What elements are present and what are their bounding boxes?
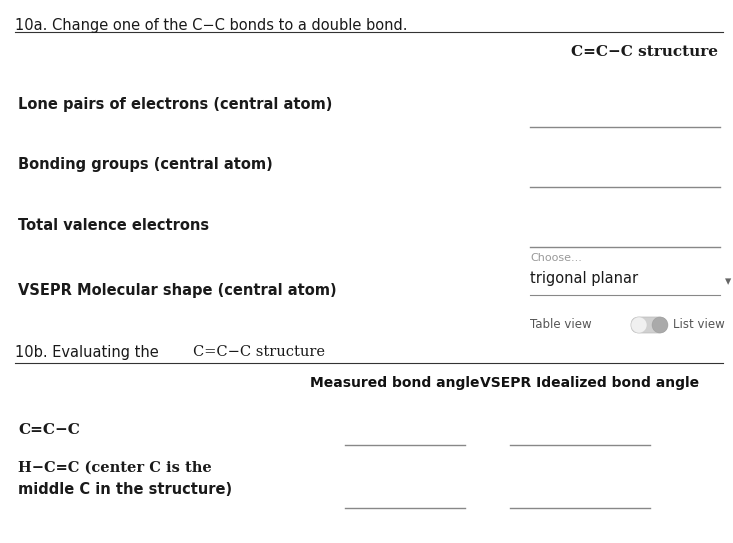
Text: Choose...: Choose...: [530, 253, 582, 263]
Text: ▾: ▾: [725, 275, 731, 288]
Text: VSEPR Idealized bond angle: VSEPR Idealized bond angle: [480, 376, 699, 390]
Text: Bonding groups (central atom): Bonding groups (central atom): [18, 157, 273, 173]
Text: middle C in the structure): middle C in the structure): [18, 483, 232, 497]
Text: 10a. Change one of the C−C bonds to a double bond.: 10a. Change one of the C−C bonds to a do…: [15, 18, 408, 33]
Text: trigonal planar: trigonal planar: [530, 270, 638, 286]
Text: Total valence electrons: Total valence electrons: [18, 218, 209, 232]
Text: C=C−C: C=C−C: [18, 423, 80, 437]
Text: VSEPR Molecular shape (central atom): VSEPR Molecular shape (central atom): [18, 282, 336, 298]
Text: List view: List view: [673, 319, 725, 331]
Text: C=C−C structure: C=C−C structure: [193, 345, 325, 359]
FancyBboxPatch shape: [631, 317, 667, 333]
Circle shape: [631, 317, 647, 333]
Text: Table view: Table view: [530, 319, 592, 331]
Text: H−C=C (center C is the: H−C=C (center C is the: [18, 461, 212, 475]
Circle shape: [652, 317, 668, 333]
Text: C=C−C structure: C=C−C structure: [571, 45, 718, 59]
Text: 10b. Evaluating the: 10b. Evaluating the: [15, 344, 163, 359]
Text: Lone pairs of electrons (central atom): Lone pairs of electrons (central atom): [18, 98, 332, 112]
Text: Measured bond angle: Measured bond angle: [310, 376, 480, 390]
